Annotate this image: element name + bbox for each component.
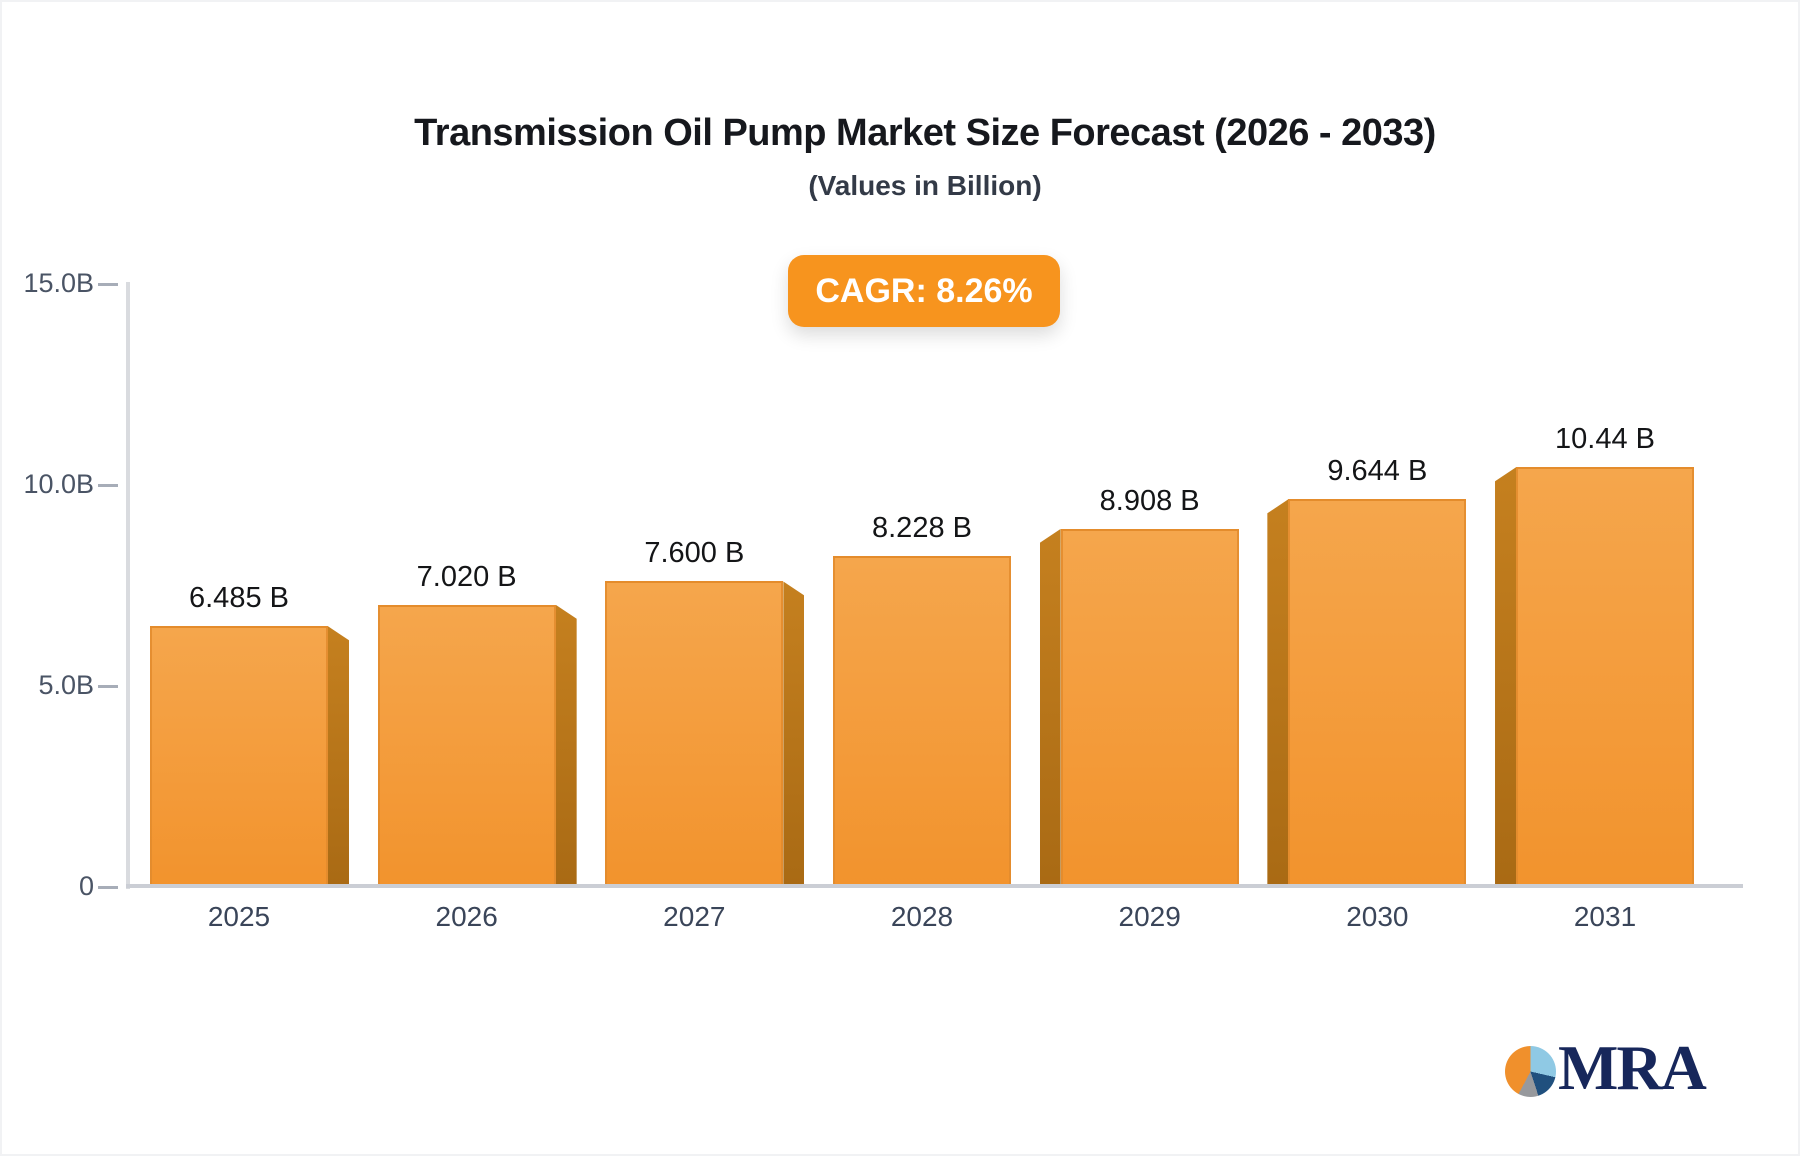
y-tick-label: 5.0B (38, 670, 94, 700)
chart-title: Transmission Oil Pump Market Size Foreca… (414, 112, 1436, 154)
bar-value-label: 9.644 B (1327, 455, 1428, 488)
bar-3d-side (1495, 467, 1517, 887)
y-axis-line (126, 282, 130, 889)
x-axis-label-2028: 2028 (890, 901, 954, 932)
cagr-badge: CAGR: 8.26% (788, 255, 1060, 327)
pie-chart-icon (1505, 1045, 1556, 1097)
y-tick-mark (98, 483, 118, 487)
bar-2025 (150, 626, 328, 887)
x-axis-baseline (126, 884, 1743, 888)
bar-3d-side (1039, 528, 1061, 887)
bar-value-label: 6.485 B (189, 582, 289, 615)
x-axis-label-2027: 2027 (663, 901, 726, 932)
bar-value-label: 7.600 B (644, 537, 745, 570)
bar-value-label: 8.908 B (1099, 484, 1200, 517)
mra-logo: MRA (1505, 1036, 1707, 1100)
y-tick-label: 15.0B (23, 268, 94, 298)
bar-value-label: 8.228 B (872, 512, 972, 545)
bar-2031 (1516, 467, 1695, 887)
bar-2026 (377, 604, 556, 887)
bar-3d-side (328, 626, 349, 887)
y-tick-mark (98, 885, 118, 889)
bar-2028 (833, 556, 1011, 887)
bar-2027 (605, 581, 784, 887)
y-tick-mark (98, 282, 118, 286)
chart-subtitle: (Values in Billion) (808, 170, 1042, 201)
bar-value-label: 7.020 B (416, 560, 517, 593)
bar-2029 (1060, 528, 1239, 887)
y-tick-mark (98, 684, 118, 688)
x-axis-label-2030: 2030 (1346, 901, 1409, 932)
bar-value-label: 10.44 B (1555, 423, 1655, 456)
y-tick-label: 0 (78, 871, 94, 901)
logo-text: MRA (1558, 1032, 1707, 1103)
x-axis-label-2025: 2025 (207, 901, 271, 932)
x-axis-label-2031: 2031 (1573, 901, 1637, 932)
x-axis-label-2026: 2026 (435, 901, 498, 932)
bar-2030 (1288, 499, 1467, 887)
y-tick-label: 10.0B (23, 469, 94, 499)
x-axis-label-2029: 2029 (1118, 901, 1181, 932)
bar-3d-side (1267, 499, 1289, 887)
bar-3d-side (555, 604, 577, 887)
bar-3d-side (783, 581, 805, 887)
